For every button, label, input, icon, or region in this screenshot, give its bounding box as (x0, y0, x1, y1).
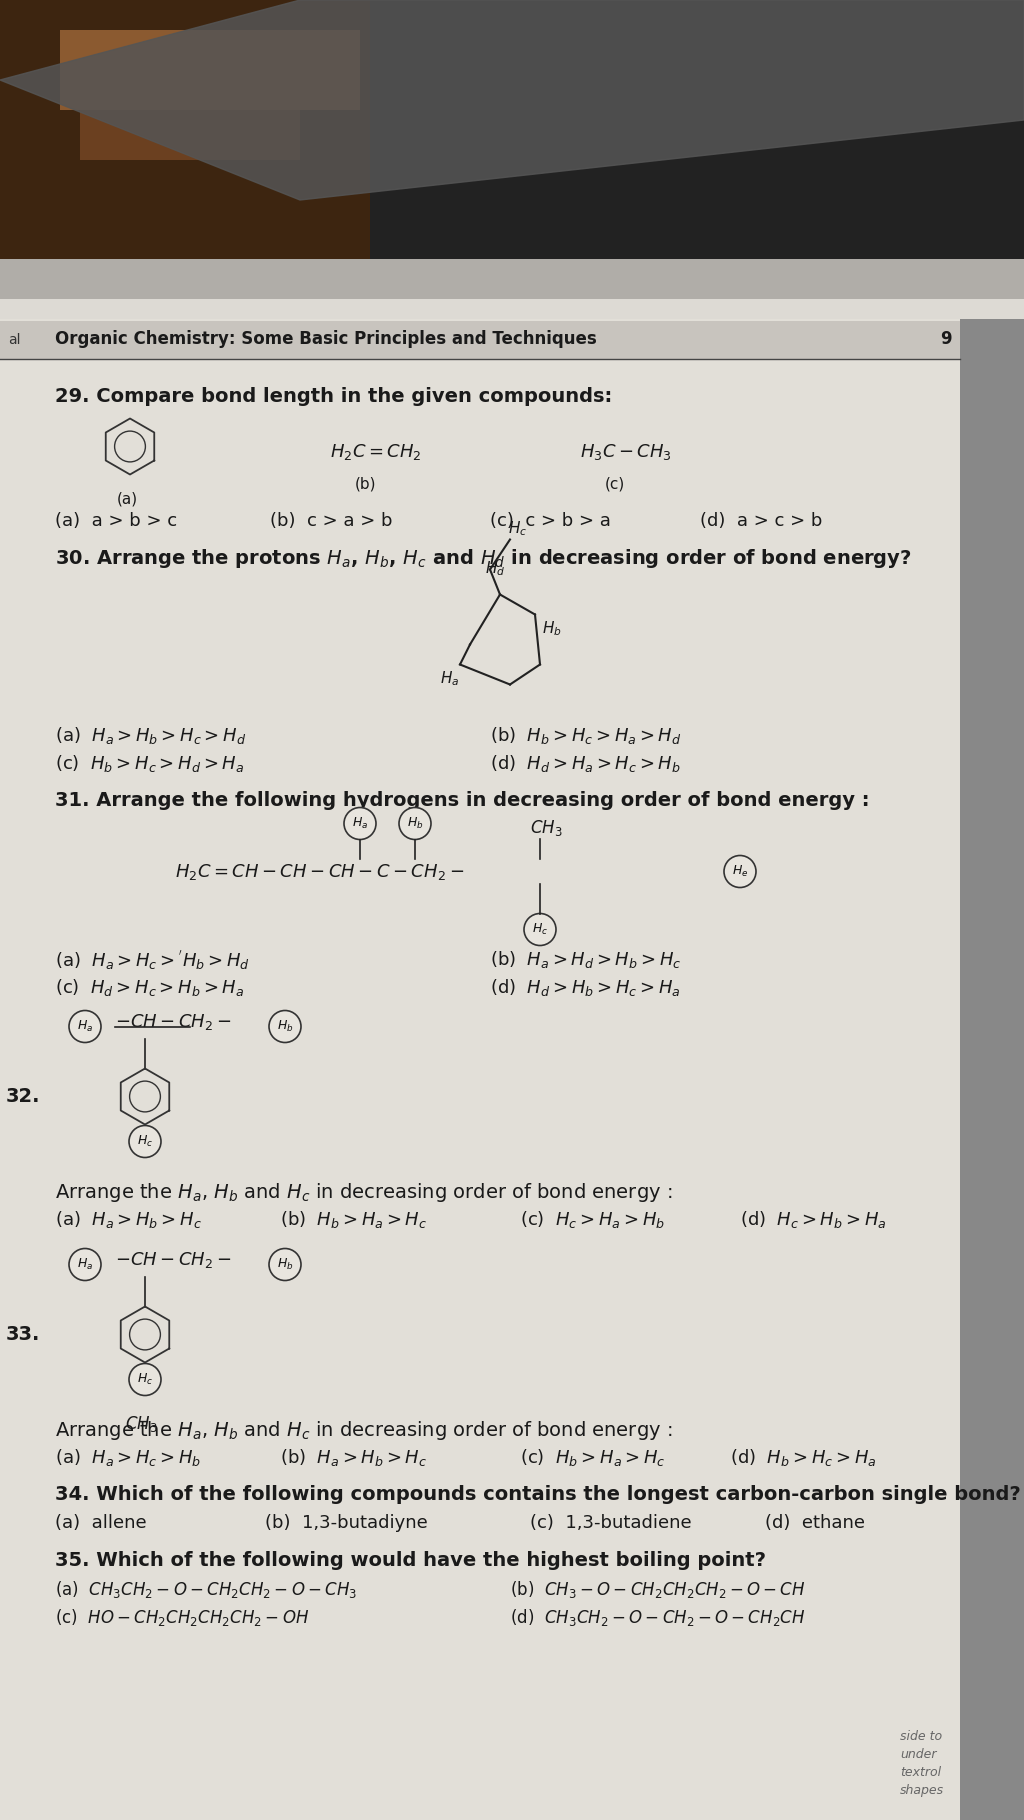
Text: (c)  1,3-butadiene: (c) 1,3-butadiene (530, 1514, 691, 1531)
Text: $H_b$: $H_b$ (542, 619, 562, 639)
Text: (d)  ethane: (d) ethane (765, 1514, 865, 1531)
Text: Organic Chemistry: Some Basic Principles and Techniques: Organic Chemistry: Some Basic Principles… (55, 331, 597, 348)
Text: (b)  $H_b > H_a > H_c$: (b) $H_b > H_a > H_c$ (280, 1210, 427, 1230)
Bar (961, 318, 1024, 1820)
Text: $H_3C-CH_3$: $H_3C-CH_3$ (580, 442, 672, 462)
Text: (a)  $H_a > H_c > H_b$: (a) $H_a > H_c > H_b$ (55, 1447, 202, 1469)
Text: (c)  $H_d > H_c > H_b > H_a$: (c) $H_d > H_c > H_b > H_a$ (55, 977, 244, 997)
Text: (a)  allene: (a) allene (55, 1514, 146, 1531)
Text: (a)  $H_a > H_b > H_c > H_d$: (a) $H_a > H_b > H_c > H_d$ (55, 724, 246, 746)
Text: (d)  $H_d > H_a > H_c > H_b$: (d) $H_d > H_a > H_c > H_b$ (490, 752, 681, 774)
Text: (c)  $H_c > H_a > H_b$: (c) $H_c > H_a > H_b$ (520, 1210, 666, 1230)
Text: (d)  a > c > b: (d) a > c > b (700, 511, 822, 530)
Bar (0, 0, 1024, 318)
Text: 32.: 32. (5, 1087, 40, 1107)
Text: (c)  $H_b > H_a > H_c$: (c) $H_b > H_a > H_c$ (520, 1447, 666, 1469)
Polygon shape (0, 0, 1024, 200)
Text: $H_c$: $H_c$ (531, 923, 548, 937)
Text: (a)  $H_a > H_c > {}^{'}H_b > H_d$: (a) $H_a > H_c > {}^{'}H_b > H_d$ (55, 948, 250, 972)
Text: (d)  $H_c > H_b > H_a$: (d) $H_c > H_b > H_a$ (740, 1210, 887, 1230)
Text: (c): (c) (605, 477, 626, 491)
Circle shape (344, 808, 376, 839)
Text: $H_c$: $H_c$ (137, 1134, 153, 1148)
Text: 35. Which of the following would have the highest boiling point?: 35. Which of the following would have th… (55, 1551, 766, 1571)
Text: $H_a$: $H_a$ (77, 1019, 93, 1034)
Text: $H_2C = CH - CH - CH - C - CH_2 -$: $H_2C = CH - CH - CH - C - CH_2 -$ (175, 861, 464, 881)
Bar (80, 60, 300, 160)
Text: 30. Arrange the protons $H_a$, $H_b$, $H_c$ and $H_d$ in decreasing order of bon: 30. Arrange the protons $H_a$, $H_b$, $H… (55, 546, 911, 570)
Circle shape (69, 1249, 101, 1281)
Text: (b)  c > a > b: (b) c > a > b (270, 511, 392, 530)
Text: $H_a$: $H_a$ (440, 670, 460, 688)
Text: $-CH-CH_2-$: $-CH-CH_2-$ (115, 1250, 231, 1270)
Text: Arrange the $H_a$, $H_b$ and $H_c$ in decreasing order of bond energy :: Arrange the $H_a$, $H_b$ and $H_c$ in de… (55, 1181, 673, 1205)
Text: (a): (a) (117, 491, 137, 506)
Text: (c)  $HO-CH_2CH_2CH_2CH_2-OH$: (c) $HO-CH_2CH_2CH_2CH_2-OH$ (55, 1607, 309, 1629)
Circle shape (269, 1010, 301, 1043)
Bar (60, 29, 360, 109)
Text: (d)  $H_b > H_c > H_a$: (d) $H_b > H_c > H_a$ (730, 1447, 877, 1469)
Text: (d)  $H_d > H_b > H_c > H_a$: (d) $H_d > H_b > H_c > H_a$ (490, 977, 681, 997)
Text: (b)  1,3-butadiyne: (b) 1,3-butadiyne (265, 1514, 428, 1531)
Text: (c)  $H_b > H_c > H_d > H_a$: (c) $H_b > H_c > H_d > H_a$ (55, 752, 244, 774)
Text: (b)  $H_a > H_d > H_b > H_c$: (b) $H_a > H_d > H_b > H_c$ (490, 948, 681, 970)
Text: $H_c$: $H_c$ (508, 519, 527, 539)
Bar (0, 318, 1024, 1820)
Text: $-CH-CH_2-$: $-CH-CH_2-$ (115, 1012, 231, 1032)
Text: $CH_3$: $CH_3$ (530, 819, 562, 839)
Circle shape (69, 1010, 101, 1043)
Text: 9: 9 (940, 331, 952, 348)
Text: (b)  $H_b > H_c > H_a > H_d$: (b) $H_b > H_c > H_a > H_d$ (490, 724, 682, 746)
Text: 29. Compare bond length in the given compounds:: 29. Compare bond length in the given com… (55, 386, 612, 406)
Text: (a)  a > b > c: (a) a > b > c (55, 511, 177, 530)
Text: Arrange the $H_a$, $H_b$ and $H_c$ in decreasing order of bond energy :: Arrange the $H_a$, $H_b$ and $H_c$ in de… (55, 1420, 673, 1443)
Text: side to: side to (900, 1731, 942, 1744)
Text: $H_c$: $H_c$ (137, 1372, 153, 1387)
Bar (0, 258, 1024, 318)
Text: $H_a$: $H_a$ (352, 815, 368, 832)
Circle shape (269, 1249, 301, 1281)
Text: 34. Which of the following compounds contains the longest carbon-carbon single b: 34. Which of the following compounds con… (55, 1485, 1021, 1505)
Circle shape (524, 914, 556, 946)
Text: $CH_3$: $CH_3$ (125, 1414, 158, 1434)
Text: shapes: shapes (900, 1784, 944, 1796)
Circle shape (399, 808, 431, 839)
Text: al: al (8, 333, 20, 346)
Text: $H_2C = CH_2$: $H_2C = CH_2$ (330, 442, 422, 462)
Text: (a)  $H_a > H_b > H_c$: (a) $H_a > H_b > H_c$ (55, 1210, 202, 1230)
Text: (b)  $CH_3-O-CH_2CH_2CH_2-O-CH$: (b) $CH_3-O-CH_2CH_2CH_2-O-CH$ (510, 1580, 806, 1600)
Text: $H_b$: $H_b$ (276, 1258, 293, 1272)
Text: $H_d$: $H_d$ (485, 559, 505, 579)
Text: (d)  $CH_3CH_2-O-CH_2-O-CH_2CH$: (d) $CH_3CH_2-O-CH_2-O-CH_2CH$ (510, 1607, 806, 1629)
Text: $H_b$: $H_b$ (276, 1019, 293, 1034)
Bar (370, 0, 1024, 318)
Text: (b)  $H_a > H_b > H_c$: (b) $H_a > H_b > H_c$ (280, 1447, 427, 1469)
Text: (a)  $CH_3CH_2-O-CH_2CH_2-O-CH_3$: (a) $CH_3CH_2-O-CH_2CH_2-O-CH_3$ (55, 1580, 357, 1600)
Text: $H_a$: $H_a$ (77, 1258, 93, 1272)
Bar (0, 298, 1024, 328)
Circle shape (129, 1125, 161, 1158)
Bar (0, 0, 370, 318)
Text: 31. Arrange the following hydrogens in decreasing order of bond energy :: 31. Arrange the following hydrogens in d… (55, 790, 869, 810)
Text: under: under (900, 1747, 937, 1762)
Text: 33.: 33. (5, 1325, 40, 1343)
Bar (0, 320, 961, 359)
Text: $H_e$: $H_e$ (732, 864, 749, 879)
Text: $H_b$: $H_b$ (407, 815, 423, 832)
Circle shape (129, 1363, 161, 1396)
Text: (c)  c > b > a: (c) c > b > a (490, 511, 611, 530)
Text: textrol: textrol (900, 1765, 941, 1778)
Text: (b): (b) (355, 477, 377, 491)
Circle shape (724, 855, 756, 888)
